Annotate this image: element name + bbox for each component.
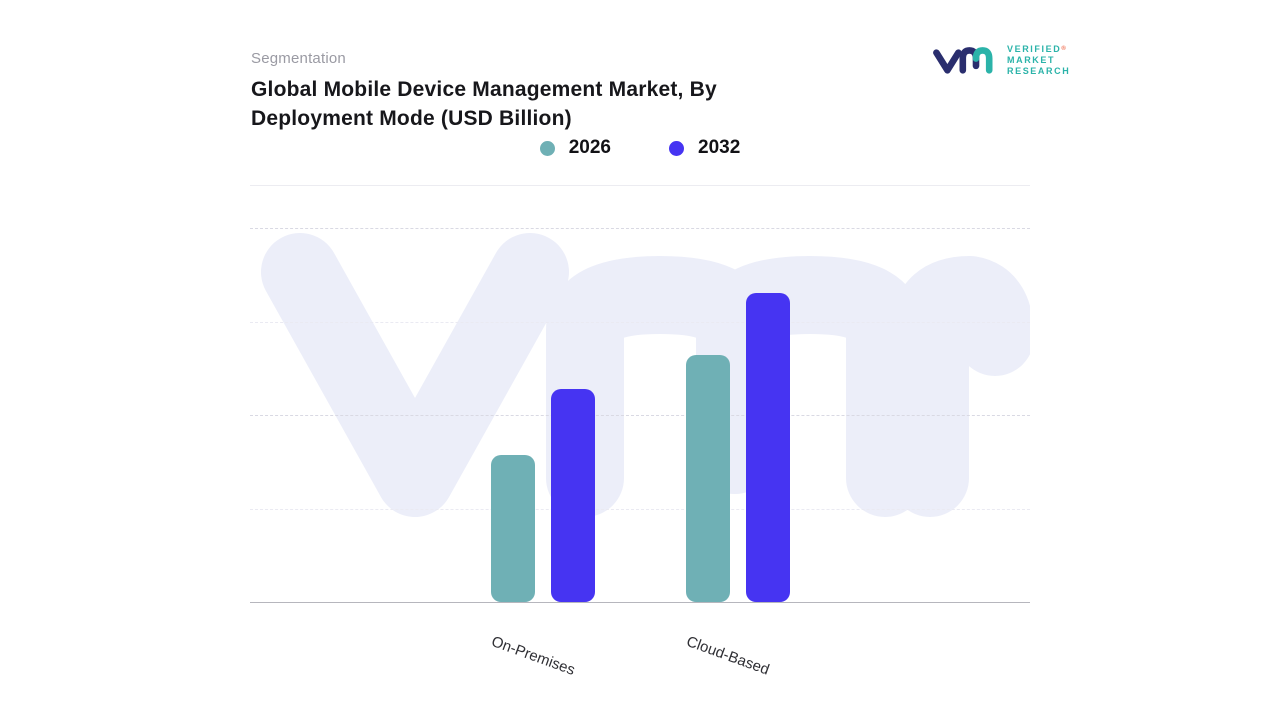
bar-on-premises-2026 (490, 455, 535, 602)
gridline (250, 322, 1030, 323)
bar-cloud-based-2026 (685, 355, 730, 602)
bar-cloud-based-2032 (745, 293, 790, 602)
title-line-1: Global Mobile Device Management Market, … (251, 78, 717, 101)
registered-mark: ® (1061, 45, 1066, 52)
legend-label-2032: 2032 (698, 137, 741, 158)
category-label: On-Premises (488, 633, 577, 679)
legend-label-2026: 2026 (568, 137, 611, 158)
category-label: Cloud-Based (683, 633, 771, 679)
legend-item-2032: 2032 (669, 137, 740, 159)
gridline (250, 509, 1030, 510)
title-line-2: Deployment Mode (USD Billion) (251, 107, 572, 130)
brand-line-market: MARKET (1007, 54, 1056, 65)
eyebrow-label: Segmentation (251, 50, 346, 67)
chart-legend: 2026 2032 (250, 137, 1030, 159)
gridline (250, 415, 1030, 416)
plot-area (250, 228, 1030, 603)
vmr-watermark-icon (261, 233, 1030, 517)
header-divider (250, 185, 1030, 186)
vmr-logo-icon (933, 47, 993, 74)
page-title: Global Mobile Device Management Market, … (251, 75, 717, 133)
bar-on-premises-2032 (550, 389, 595, 602)
legend-swatch-2032 (669, 140, 684, 156)
brand-line-research: RESEARCH (1007, 65, 1071, 76)
legend-swatch-2026 (539, 140, 555, 156)
vmr-brand: VERIFIED® MARKET RESEARCH (932, 38, 1070, 82)
brand-line-verified: VERIFIED® (1007, 43, 1066, 54)
legend-item-2026: 2026 (539, 137, 611, 159)
brand-wordmark: VERIFIED® MARKET RESEARCH (1007, 44, 1070, 77)
gridline (250, 228, 1030, 229)
